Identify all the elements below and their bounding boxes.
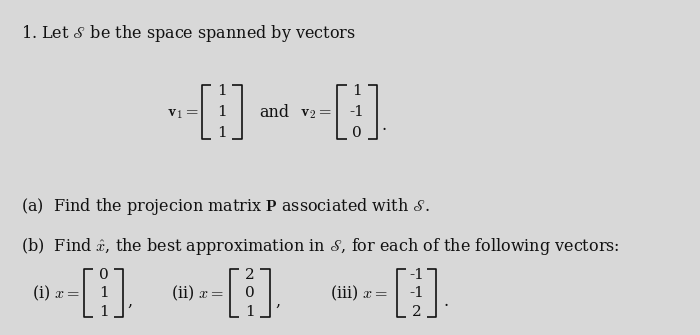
Text: (iii) $x = $: (iii) $x = $ <box>330 283 388 303</box>
Text: (b)  Find $\hat{x}$, the best approximation in $\mathscr{S}$, for each of the fo: (b) Find $\hat{x}$, the best approximati… <box>21 236 620 257</box>
Text: 1: 1 <box>217 126 227 140</box>
Text: 0: 0 <box>352 126 362 140</box>
Text: 1: 1 <box>352 84 362 98</box>
Text: 1: 1 <box>99 286 108 300</box>
Text: $\mathbf{v}_1 = $: $\mathbf{v}_1 = $ <box>167 104 199 121</box>
Text: 0: 0 <box>245 286 255 300</box>
Text: 2: 2 <box>245 268 255 282</box>
Text: 1. Let $\mathscr{S}$ be the space spanned by vectors: 1. Let $\mathscr{S}$ be the space spanne… <box>21 23 356 45</box>
Text: -1: -1 <box>409 268 424 282</box>
Text: 1: 1 <box>99 305 108 319</box>
Text: .: . <box>382 117 386 134</box>
Text: 2: 2 <box>412 305 421 319</box>
Text: 1: 1 <box>217 105 227 119</box>
Text: ,: , <box>275 293 280 310</box>
Text: 0: 0 <box>99 268 108 282</box>
Text: (ii) $x = $: (ii) $x = $ <box>171 283 224 303</box>
Text: and: and <box>259 104 289 121</box>
Text: .: . <box>443 293 448 310</box>
Text: -1: -1 <box>409 286 424 300</box>
Text: 1: 1 <box>217 84 227 98</box>
Text: ,: , <box>127 293 132 310</box>
Text: 1: 1 <box>245 305 255 319</box>
Text: (a)  Find the projecion matrix $\mathbf{P}$ associated with $\mathscr{S}$.: (a) Find the projecion matrix $\mathbf{P… <box>21 196 430 217</box>
Text: (i) $x = $: (i) $x = $ <box>32 283 80 303</box>
Text: -1: -1 <box>349 105 365 119</box>
Text: $\mathbf{v}_2 = $: $\mathbf{v}_2 = $ <box>300 104 332 121</box>
